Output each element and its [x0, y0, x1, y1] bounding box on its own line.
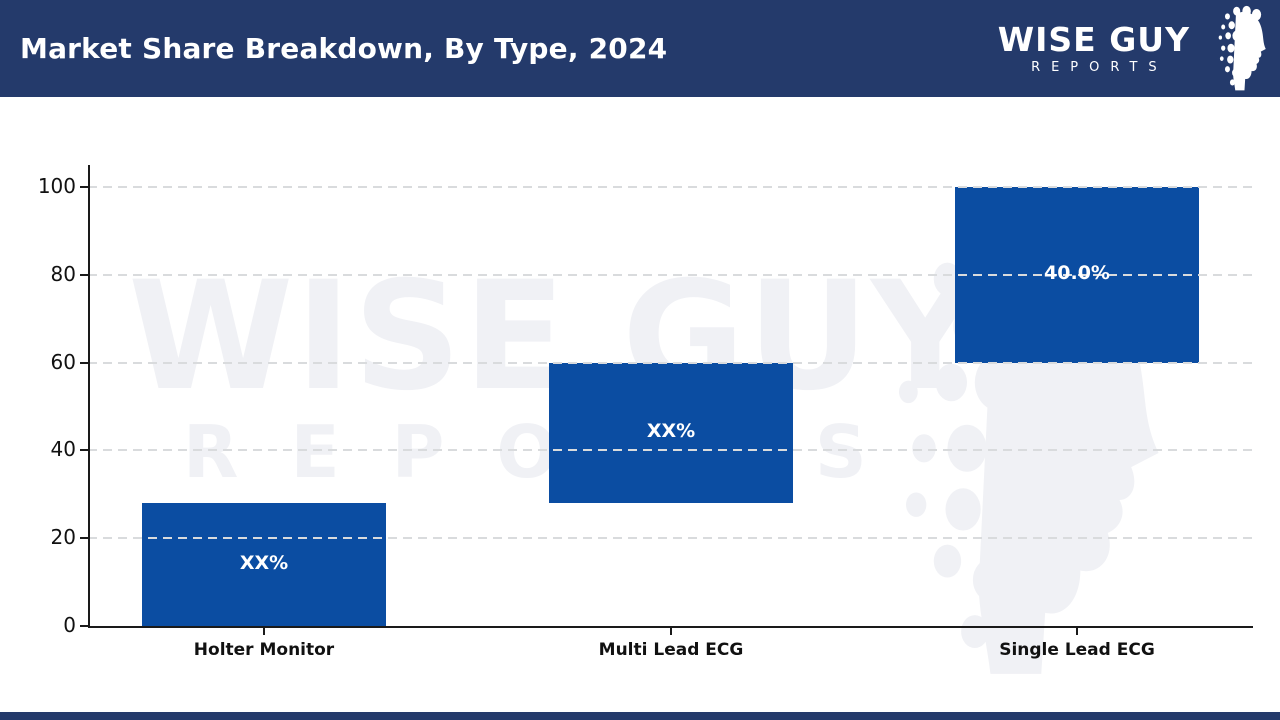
y-tick-label-40: 40: [50, 437, 76, 462]
y-tick-label-80: 80: [50, 261, 76, 286]
gridline-60: [88, 361, 1253, 364]
y-tick-label-100: 100: [37, 174, 76, 198]
y-tick-label-60: 60: [50, 349, 76, 374]
x-category-label-1: Holter Monitor: [193, 640, 335, 660]
logo-subtitle: REPORTS: [1031, 59, 1168, 75]
gridline-80: [88, 273, 1253, 276]
logo-text: WISE GUY REPORTS: [997, 19, 1190, 75]
y-tickmark-80: [80, 273, 88, 276]
page-title: Market Share Breakdown, By Type, 2024: [20, 32, 668, 65]
y-tickmark-100: [80, 186, 88, 188]
y-tick-label-0: 0: [63, 613, 76, 637]
x-tickmark-1: [263, 628, 265, 635]
y-tick-label-20: 20: [50, 525, 76, 550]
bar-label-2: XX%: [646, 419, 696, 442]
x-axis-line: [88, 626, 1253, 628]
x-tickmark-3: [1076, 628, 1078, 635]
logo-wordmark: WISE GUY: [997, 19, 1190, 59]
header-bar: Market Share Breakdown, By Type, 2024 WI…: [0, 0, 1280, 97]
y-tickmark-20: [80, 537, 88, 540]
y-axis-line: [88, 165, 90, 628]
bar-1: [142, 503, 386, 626]
bar-label-3: 40.0%: [1044, 261, 1110, 284]
y-tickmark-60: [80, 361, 88, 364]
gridline-100: [88, 186, 1253, 188]
x-tickmark-2: [670, 628, 672, 635]
gridline-40: [88, 449, 1253, 452]
bar-2: [549, 362, 793, 504]
bar-label-1: XX%: [239, 551, 289, 574]
y-tickmark-40: [80, 449, 88, 452]
gridline-20: [88, 537, 1253, 540]
wise-guy-logo: WISE GUY REPORTS: [998, 0, 1270, 97]
footer-bar: [0, 712, 1280, 720]
x-category-label-2: Multi Lead ECG: [598, 640, 744, 660]
y-tickmark-0: [80, 625, 88, 627]
logo-face-icon: [1192, 5, 1270, 93]
x-category-label-3: Single Lead ECG: [999, 640, 1155, 660]
